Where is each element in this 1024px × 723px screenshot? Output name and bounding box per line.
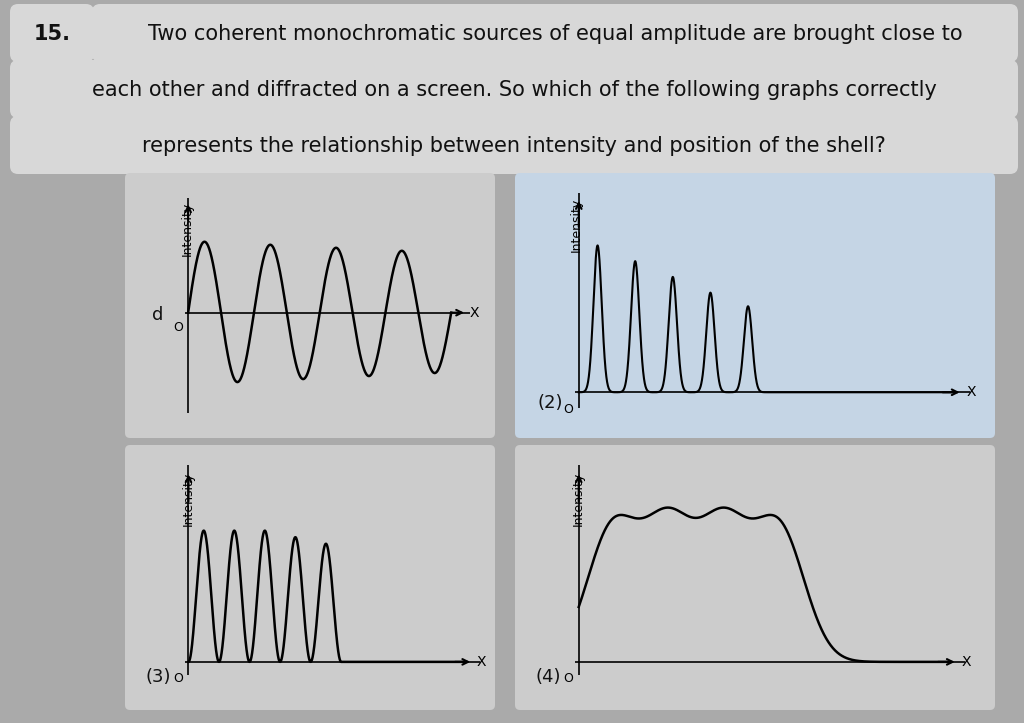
FancyBboxPatch shape [515,445,995,710]
Text: O: O [563,672,573,685]
FancyBboxPatch shape [10,60,1018,118]
FancyBboxPatch shape [92,4,1018,62]
FancyBboxPatch shape [10,116,1018,174]
Text: O: O [173,321,183,334]
Text: O: O [174,672,183,685]
Text: 15.: 15. [34,24,71,44]
FancyBboxPatch shape [125,173,495,438]
Text: Intensity: Intensity [571,471,585,526]
Text: represents the relationship between intensity and position of the shell?: represents the relationship between inte… [142,136,886,156]
Text: each other and diffracted on a screen. So which of the following graphs correctl: each other and diffracted on a screen. S… [91,80,936,100]
Text: X: X [470,306,479,320]
Text: O: O [563,403,572,416]
Text: X: X [476,655,486,669]
FancyBboxPatch shape [125,445,495,710]
Text: d: d [153,306,164,324]
Text: Intensity: Intensity [180,202,194,256]
Text: (2): (2) [538,394,563,412]
Text: (3): (3) [145,668,171,686]
FancyBboxPatch shape [515,173,995,438]
Text: X: X [962,655,971,669]
Text: X: X [967,385,976,399]
Text: Two coherent monochromatic sources of equal amplitude are brought close to: Two coherent monochromatic sources of eq… [147,24,963,44]
Text: Intensity: Intensity [181,471,195,526]
FancyBboxPatch shape [10,4,94,62]
Text: (4): (4) [536,668,561,686]
Text: Intensity: Intensity [569,198,583,252]
